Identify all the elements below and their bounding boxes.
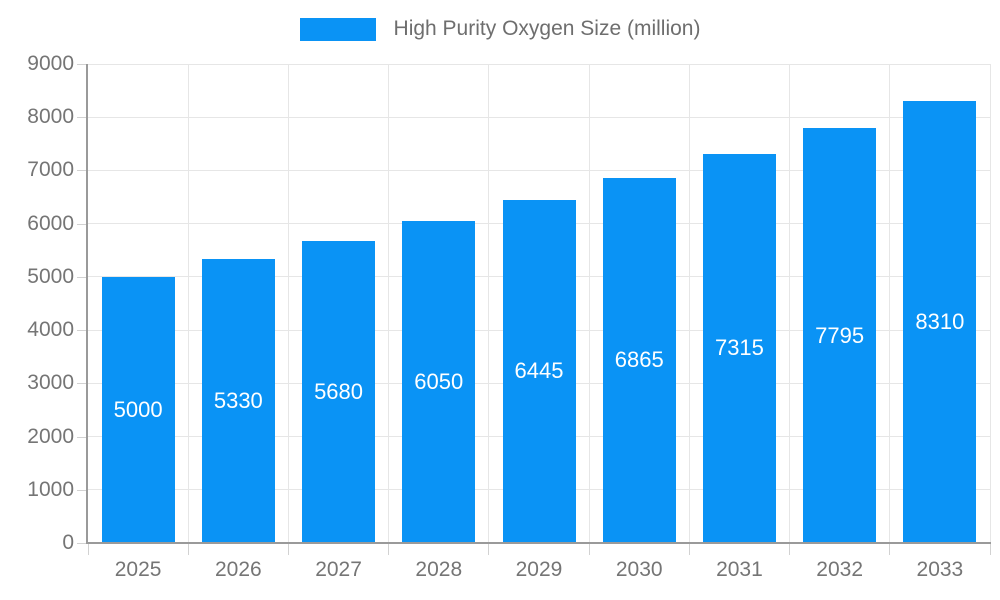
bar[interactable]: 6445 xyxy=(502,199,576,543)
y-axis-label: 5000 xyxy=(27,264,74,288)
bar[interactable]: 5000 xyxy=(101,276,175,543)
v-gridline xyxy=(789,64,791,543)
y-tick xyxy=(77,117,87,119)
x-tick xyxy=(989,544,991,555)
x-tick xyxy=(388,544,390,555)
x-axis-label: 2029 xyxy=(515,558,563,581)
bar-value-label: 6865 xyxy=(614,347,664,373)
legend[interactable]: High Purity Oxygen Size (million) xyxy=(0,17,1000,41)
y-axis-label: 3000 xyxy=(27,371,74,395)
x-axis-label: 2032 xyxy=(816,558,864,581)
x-axis-label: 2033 xyxy=(916,558,964,581)
y-axis-label: 4000 xyxy=(27,318,74,342)
y-tick xyxy=(77,223,87,225)
y-axis-label: 9000 xyxy=(27,52,74,75)
x-axis-label: 2030 xyxy=(615,558,663,581)
y-tick xyxy=(77,170,87,172)
bar-value-label: 5000 xyxy=(113,396,163,422)
bar-value-label: 5330 xyxy=(213,388,263,414)
h-gridline xyxy=(88,63,990,65)
y-axis-line xyxy=(86,64,88,544)
x-tick xyxy=(488,544,490,555)
y-tick xyxy=(77,543,87,544)
bar-value-label: 7315 xyxy=(714,335,764,361)
bar[interactable]: 7795 xyxy=(803,128,877,543)
x-tick xyxy=(87,544,89,555)
h-gridline xyxy=(88,116,990,118)
x-tick xyxy=(187,544,189,555)
bar[interactable]: 8310 xyxy=(903,100,977,543)
x-axis-label: 2025 xyxy=(114,558,162,581)
h-gridline xyxy=(88,169,990,171)
x-axis-label: 2026 xyxy=(214,558,262,581)
legend-label: High Purity Oxygen Size (million) xyxy=(393,17,701,40)
v-gridline xyxy=(488,64,490,543)
y-axis-label: 2000 xyxy=(27,424,74,448)
x-tick xyxy=(789,544,791,555)
y-tick xyxy=(77,383,87,385)
v-gridline xyxy=(187,64,189,543)
x-tick xyxy=(287,544,289,555)
y-tick xyxy=(77,276,87,278)
x-axis-label: 2028 xyxy=(415,558,463,581)
v-gridline xyxy=(688,64,690,543)
bar[interactable]: 5680 xyxy=(302,240,376,543)
x-tick xyxy=(688,544,690,555)
bar-value-label: 6445 xyxy=(514,358,564,384)
y-axis-label: 8000 xyxy=(27,105,74,129)
y-tick xyxy=(77,436,87,438)
y-axis-label: 1000 xyxy=(27,477,74,501)
bar-value-label: 6050 xyxy=(414,369,464,394)
v-gridline xyxy=(287,64,289,543)
x-tick xyxy=(889,544,891,555)
v-gridline xyxy=(889,64,891,543)
v-gridline xyxy=(388,64,390,543)
x-tick xyxy=(588,544,590,555)
v-gridline xyxy=(588,64,590,543)
bar[interactable]: 7315 xyxy=(702,153,776,543)
y-axis-label: 0 xyxy=(62,531,74,554)
y-tick xyxy=(77,330,87,332)
plot-area: 5000 5330 5680 6050 6445 6865 7315 7795 8310 xyxy=(88,63,991,543)
y-tick xyxy=(77,489,87,491)
bar-value-label: 7795 xyxy=(815,322,865,348)
bar[interactable]: 5330 xyxy=(201,259,275,543)
x-axis-line xyxy=(86,542,991,544)
bar-value-label: 5680 xyxy=(314,378,364,404)
y-tick xyxy=(77,64,87,65)
v-gridline xyxy=(989,64,991,543)
x-axis-label: 2027 xyxy=(315,558,362,581)
y-axis-label: 7000 xyxy=(27,158,74,182)
bar-value-label: 8310 xyxy=(915,308,965,334)
y-axis-label: 6000 xyxy=(27,211,74,235)
legend-swatch xyxy=(299,17,376,41)
x-axis-label: 2031 xyxy=(716,558,763,581)
bar[interactable]: 6865 xyxy=(602,177,676,543)
bar[interactable]: 6050 xyxy=(402,221,476,543)
